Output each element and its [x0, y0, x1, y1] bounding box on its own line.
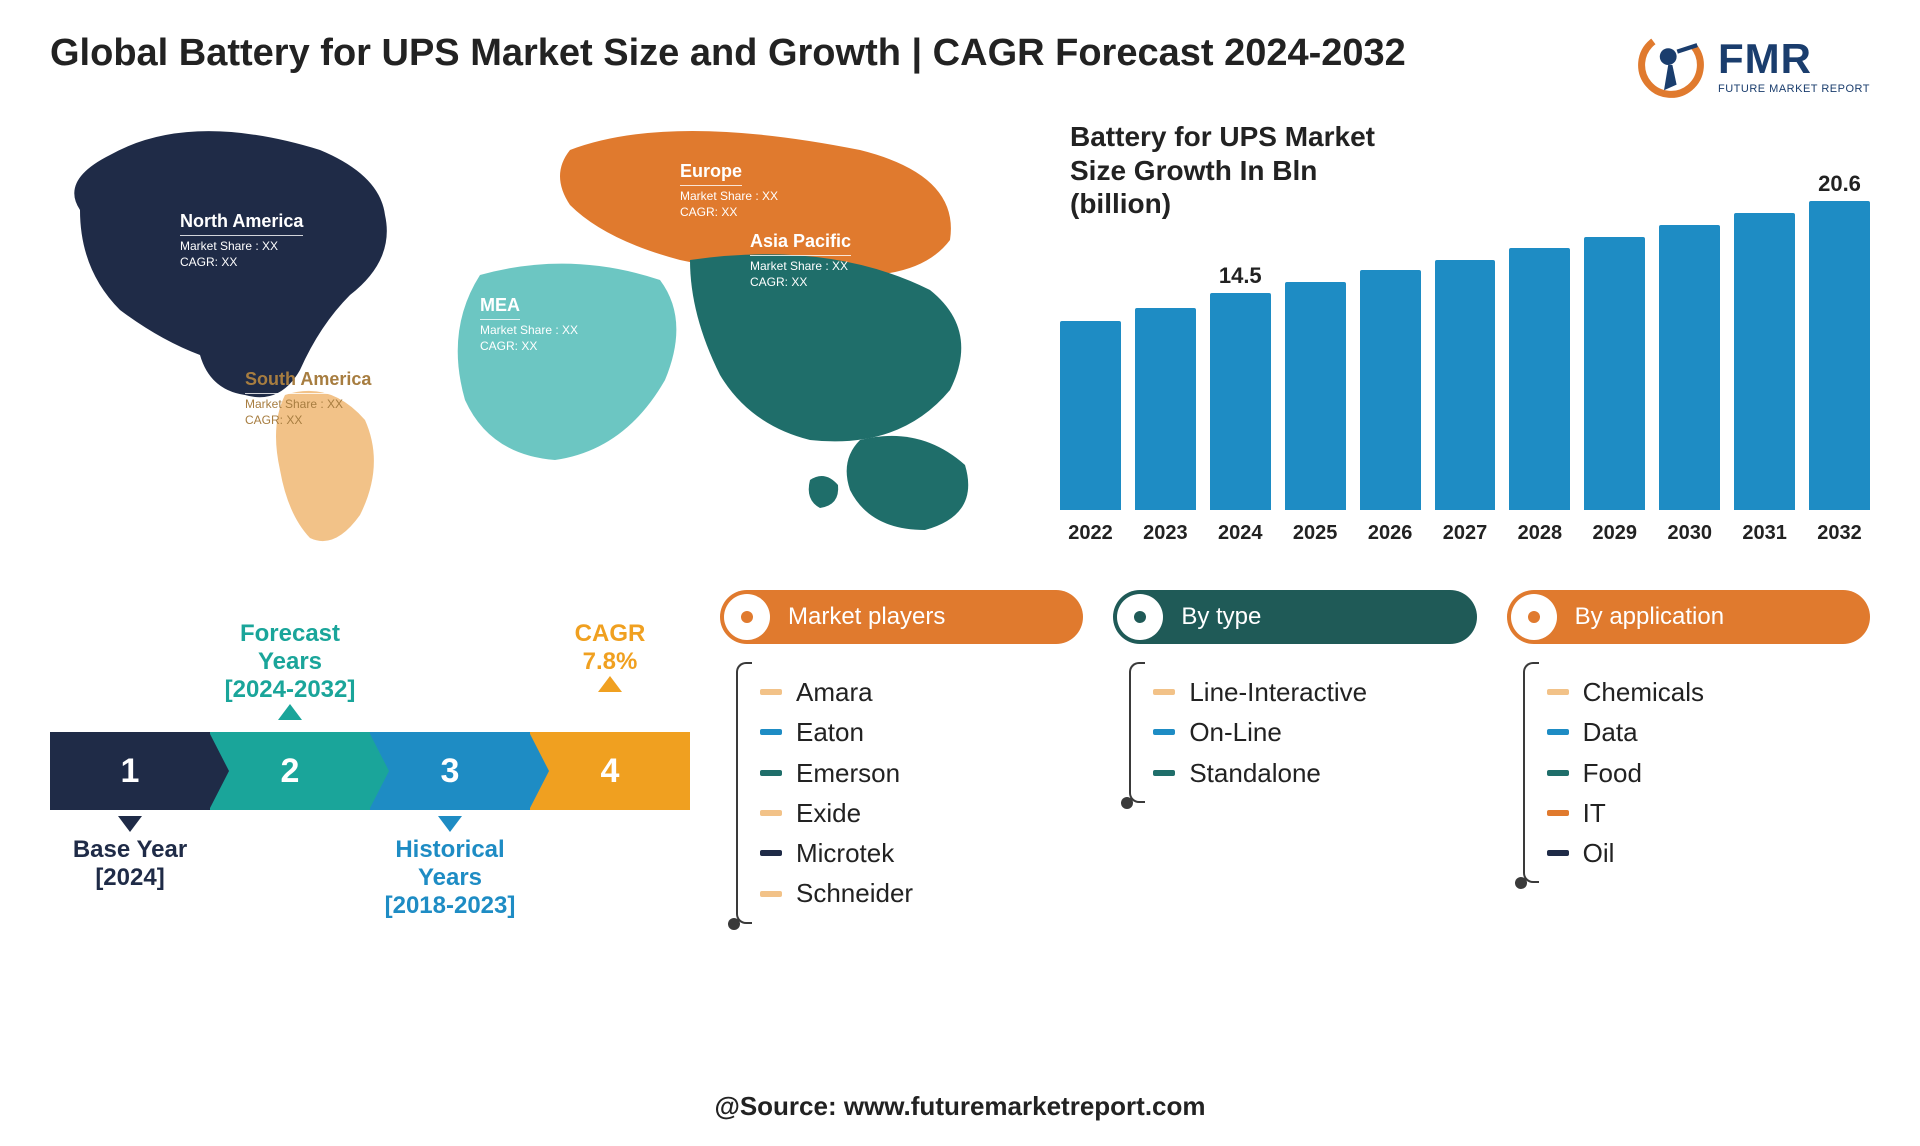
pill-dot-icon	[1117, 594, 1163, 640]
timeline-segment-4: 4	[530, 732, 690, 810]
bar-value-label: 14.5	[1219, 263, 1262, 289]
bar-2028	[1509, 180, 1570, 510]
bar-value-label: 20.6	[1818, 171, 1861, 197]
bar-2029	[1584, 180, 1645, 510]
timeline-segment-3: 3	[370, 732, 530, 810]
by-application-col: By application ChemicalsDataFoodITOil	[1507, 590, 1870, 928]
x-label: 2029	[1584, 522, 1645, 545]
pill-dot-icon	[1511, 594, 1557, 640]
x-label: 2028	[1509, 522, 1570, 545]
triangle-down-icon	[438, 816, 462, 832]
tick-icon	[760, 891, 782, 897]
bar-2024: 14.5	[1210, 180, 1271, 510]
by-application-pill: By application	[1507, 590, 1870, 644]
list-item: Food	[1547, 753, 1850, 793]
bar-2031	[1734, 180, 1795, 510]
timeline-segment-2: 2	[210, 732, 370, 810]
cagr-label: CAGR 7.8%	[530, 620, 690, 724]
historical-years-label: Historical Years [2018-2023]	[370, 816, 530, 920]
list-item: Chemicals	[1547, 672, 1850, 712]
list-item: Emerson	[760, 753, 1063, 793]
timeline: Forecast Years [2024-2032] CAGR 7.8% 123…	[50, 590, 690, 928]
list-item: On-Line	[1153, 712, 1456, 752]
x-label: 2022	[1060, 522, 1121, 545]
list-item: Standalone	[1153, 753, 1456, 793]
tick-icon	[760, 729, 782, 735]
timeline-segment-1: 1	[50, 732, 210, 810]
list-item: Data	[1547, 712, 1850, 752]
market-players-list: AmaraEatonEmersonExideMicrotekSchneider	[720, 662, 1083, 924]
tick-icon	[1547, 729, 1569, 735]
list-item: Eaton	[760, 712, 1063, 752]
by-type-list: Line-InteractiveOn-LineStandalone	[1113, 662, 1476, 803]
x-label: 2030	[1659, 522, 1720, 545]
list-item: Microtek	[760, 833, 1063, 873]
timeline-bar: 1234	[50, 732, 690, 810]
by-application-list: ChemicalsDataFoodITOil	[1507, 662, 1870, 883]
list-item: Oil	[1547, 833, 1850, 873]
tick-icon	[1547, 689, 1569, 695]
triangle-up-icon	[278, 704, 302, 720]
tick-icon	[760, 770, 782, 776]
region-label-ap: Asia PacificMarket Share : XXCAGR: XX	[750, 230, 851, 291]
logo-abbr: FMR	[1718, 35, 1870, 83]
bar-2025	[1285, 180, 1346, 510]
tick-icon	[1547, 770, 1569, 776]
bar-chart-bars: 14.5 20.6	[1060, 180, 1870, 510]
tick-icon	[1547, 810, 1569, 816]
list-item: IT	[1547, 793, 1850, 833]
logo-sub: FUTURE MARKET REPORT	[1718, 83, 1870, 95]
tick-icon	[760, 810, 782, 816]
list-item: Exide	[760, 793, 1063, 833]
by-type-col: By type Line-InteractiveOn-LineStandalon…	[1113, 590, 1476, 928]
source-line: @Source: www.futuremarketreport.com	[0, 1091, 1920, 1122]
bar-chart: Battery for UPS Market Size Growth In Bl…	[1050, 120, 1870, 550]
region-label-sa: South AmericaMarket Share : XXCAGR: XX	[245, 368, 371, 429]
page-title: Global Battery for UPS Market Size and G…	[50, 30, 1406, 78]
bar-2027	[1435, 180, 1496, 510]
x-label: 2032	[1809, 522, 1870, 545]
forecast-years-label: Forecast Years [2024-2032]	[210, 620, 370, 724]
bar-2022	[1060, 180, 1121, 510]
fmr-logo-icon	[1636, 30, 1706, 100]
market-players-col: Market players AmaraEatonEmersonExideMic…	[720, 590, 1083, 928]
logo: FMR FUTURE MARKET REPORT	[1636, 30, 1870, 100]
market-players-pill: Market players	[720, 590, 1083, 644]
world-map: North AmericaMarket Share : XXCAGR: XX So…	[50, 120, 1020, 550]
x-label: 2026	[1360, 522, 1421, 545]
tick-icon	[1153, 689, 1175, 695]
x-label: 2024	[1210, 522, 1271, 545]
list-item: Schneider	[760, 873, 1063, 913]
x-label: 2023	[1135, 522, 1196, 545]
logo-text: FMR FUTURE MARKET REPORT	[1718, 35, 1870, 95]
tick-icon	[760, 850, 782, 856]
bar-2030	[1659, 180, 1720, 510]
list-item: Amara	[760, 672, 1063, 712]
pill-dot-icon	[724, 594, 770, 640]
triangle-up-icon	[598, 676, 622, 692]
tick-icon	[1153, 770, 1175, 776]
base-year-label: Base Year [2024]	[50, 816, 210, 920]
bar-2023	[1135, 180, 1196, 510]
bar-chart-x-axis: 2022 2023 2024 2025 2026 2027 2028 2029 2030 2031…	[1060, 522, 1870, 545]
by-type-pill: By type	[1113, 590, 1476, 644]
bar-2032: 20.6	[1809, 180, 1870, 510]
list-item: Line-Interactive	[1153, 672, 1456, 712]
main-row: North AmericaMarket Share : XXCAGR: XX So…	[50, 120, 1870, 550]
region-label-na: North AmericaMarket Share : XXCAGR: XX	[180, 210, 303, 271]
region-label-mea: MEAMarket Share : XXCAGR: XX	[480, 294, 578, 355]
header: Global Battery for UPS Market Size and G…	[50, 30, 1870, 100]
tick-icon	[1153, 729, 1175, 735]
region-label-eu: EuropeMarket Share : XXCAGR: XX	[680, 160, 778, 221]
x-label: 2027	[1435, 522, 1496, 545]
triangle-down-icon	[118, 816, 142, 832]
lower-row: Forecast Years [2024-2032] CAGR 7.8% 123…	[50, 590, 1870, 928]
x-label: 2025	[1285, 522, 1346, 545]
tick-icon	[1547, 850, 1569, 856]
bar-2026	[1360, 180, 1421, 510]
tick-icon	[760, 689, 782, 695]
x-label: 2031	[1734, 522, 1795, 545]
